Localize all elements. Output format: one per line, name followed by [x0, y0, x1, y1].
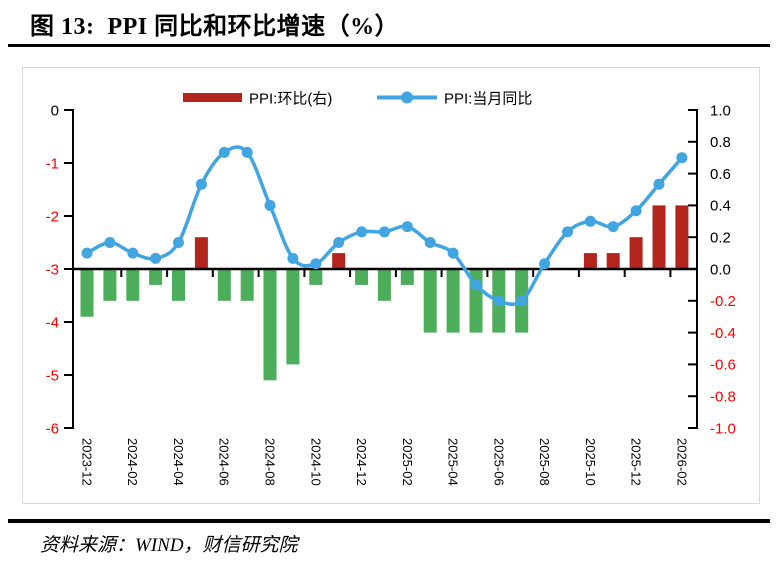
left-axis-label: -4	[46, 314, 59, 331]
figure-title: 图 13: PPI 同比和环比增速（%）	[30, 14, 400, 40]
x-axis-label: 2024-10	[308, 438, 323, 486]
ppi-mom-bar-positive	[652, 205, 666, 269]
ppi-yoy-marker	[264, 199, 276, 211]
right-axis-label: -0.4	[710, 325, 736, 342]
legend-bar-swatch	[183, 93, 242, 102]
ppi-mom-bar-negative	[309, 269, 323, 285]
chart-container: 0 -1 -2 -3 -4 -5 -6 1.0 0.8 0.6 0.4 0.2 0.0 -0.2 -0.4 -…	[22, 67, 760, 504]
ppi-mom-bar-negative	[446, 269, 460, 333]
ppi-yoy-marker	[470, 279, 482, 291]
ppi-yoy-marker	[104, 237, 116, 248]
ppi-yoy-marker	[424, 237, 436, 248]
x-axis-label: 2026-02	[674, 438, 689, 486]
ppi-yoy-marker	[607, 221, 619, 233]
ppi-yoy-marker	[287, 252, 299, 264]
ppi-mom-bar-negative	[263, 269, 277, 381]
ppi-mom-bar-positive	[675, 205, 689, 269]
right-axis-label: -0.2	[710, 293, 736, 310]
ppi-yoy-marker	[378, 226, 390, 238]
ppi-yoy-marker	[562, 226, 573, 238]
ppi-yoy-marker	[676, 152, 688, 164]
ppi-yoy-marker	[173, 237, 184, 248]
ppi-yoy-marker	[195, 178, 207, 190]
ppi-mom-bar-positive	[332, 253, 346, 269]
ppi-yoy-marker	[447, 247, 459, 259]
ppi-combo-chart: 0 -1 -2 -3 -4 -5 -6 1.0 0.8 0.6 0.4 0.2 0.0 -0.2 -0.4 -…	[46, 90, 736, 486]
ppi-mom-bar-positive	[194, 237, 208, 269]
x-axis-label: 2025-10	[583, 438, 598, 486]
x-axis-label: 2025-08	[537, 438, 552, 486]
ppi-yoy-marker	[333, 237, 345, 248]
right-axis-label: 0.4	[710, 198, 731, 215]
left-axis-label: 0	[51, 102, 59, 119]
x-axis-label: 2024-04	[171, 438, 186, 486]
ppi-yoy-marker	[150, 252, 162, 264]
x-axis-label: 2024-12	[354, 438, 369, 486]
ppi-mom-bar-negative	[217, 269, 231, 301]
ppi-yoy-marker	[127, 247, 139, 259]
x-axis-label: 2025-02	[400, 438, 415, 486]
legend-line-marker	[401, 91, 413, 104]
ppi-yoy-marker	[310, 258, 322, 270]
right-axis-label: -0.6	[710, 357, 736, 374]
left-axis-label: -1	[46, 155, 59, 172]
ppi-yoy-marker	[81, 247, 93, 259]
ppi-yoy-marker	[539, 258, 551, 270]
ppi-mom-bar-negative	[400, 269, 414, 285]
ppi-yoy-marker	[493, 295, 505, 307]
title-divider	[8, 44, 770, 47]
ppi-mom-bar-positive	[606, 253, 620, 269]
ppi-mom-bar-negative	[286, 269, 300, 365]
ppi-yoy-marker	[584, 215, 596, 227]
ppi-mom-bar-positive	[629, 237, 643, 269]
ppi-mom-bar-negative	[103, 269, 117, 301]
ppi-yoy-marker	[356, 226, 368, 238]
legend-label-yoy: PPI:当月同比	[444, 90, 532, 107]
right-axis-label: 1.0	[710, 102, 731, 119]
ppi-yoy-marker	[653, 178, 665, 190]
right-axis-label: 0.2	[710, 229, 731, 246]
right-axis-label: 0.6	[710, 166, 731, 183]
ppi-mom-bar-positive	[583, 253, 597, 269]
source-note: 资料来源：WIND，财信研究院	[40, 535, 298, 556]
x-axis-label: 2025-12	[629, 438, 644, 486]
legend-label-mom: PPI:环比(右)	[249, 90, 332, 107]
x-axis-label: 2024-02	[125, 438, 140, 486]
ppi-mom-bar-negative	[126, 269, 140, 301]
source-divider	[8, 519, 770, 523]
x-axis-label: 2025-06	[491, 438, 506, 486]
x-axis-label: 2024-08	[262, 438, 277, 486]
ppi-mom-bar-negative	[80, 269, 94, 317]
ppi-yoy-marker	[218, 146, 230, 158]
right-axis-label: 0.8	[710, 134, 731, 151]
left-axis-label: -5	[46, 367, 59, 384]
right-axis-label: 0.0	[710, 261, 731, 278]
left-axis-label: -2	[46, 208, 59, 225]
x-axis-label: 2023-12	[79, 438, 94, 486]
ppi-mom-bar-negative	[423, 269, 437, 333]
ppi-yoy-marker	[516, 295, 528, 307]
ppi-mom-bar-negative	[355, 269, 369, 285]
right-axis-label: -0.8	[710, 388, 736, 405]
ppi-mom-bar-negative	[377, 269, 391, 301]
ppi-mom-bar-negative	[240, 269, 254, 301]
ppi-yoy-marker	[630, 205, 642, 217]
x-axis-label: 2025-04	[446, 438, 461, 486]
ppi-mom-bar-negative	[172, 269, 185, 301]
ppi-yoy-marker	[401, 221, 413, 233]
ppi-yoy-marker	[241, 146, 253, 158]
right-axis-label: -1.0	[710, 420, 736, 437]
ppi-mom-bar-negative	[149, 269, 163, 285]
left-axis-label: -6	[46, 420, 59, 437]
x-axis-label: 2024-06	[217, 438, 232, 486]
left-axis-label: -3	[46, 261, 59, 278]
